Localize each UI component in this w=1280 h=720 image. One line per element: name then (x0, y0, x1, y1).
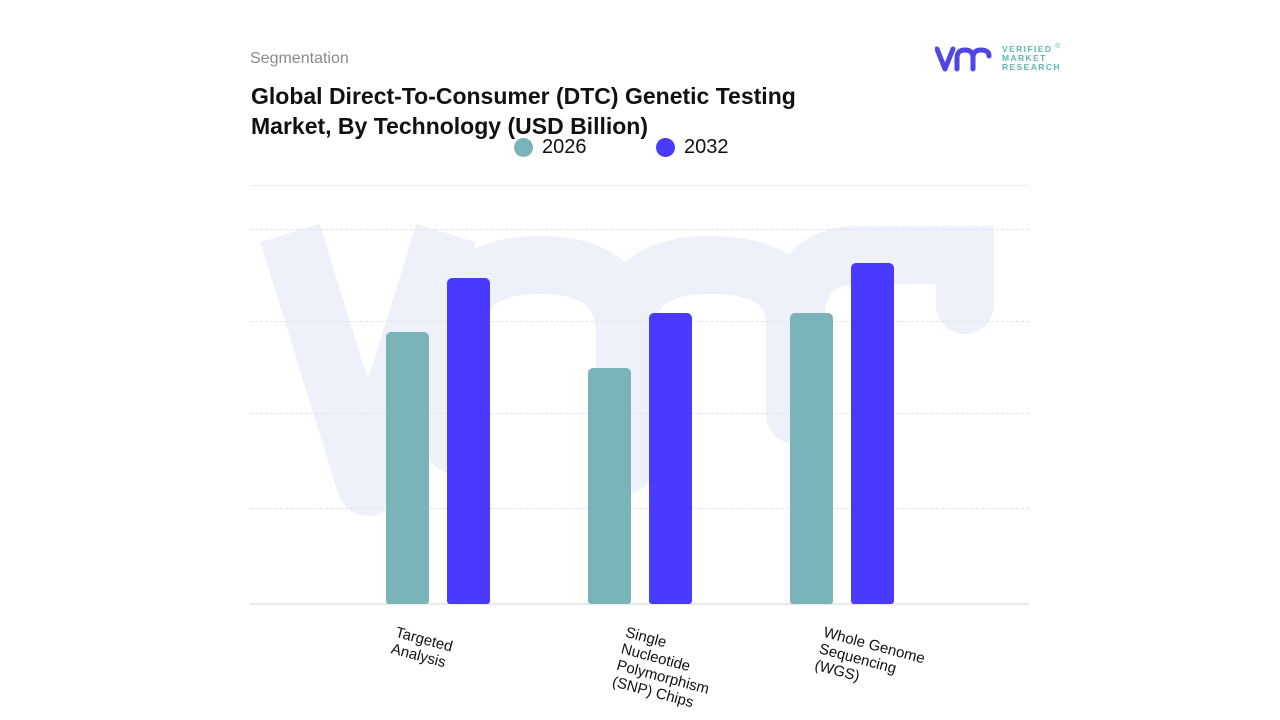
legend-item-2026[interactable]: 2026 (514, 136, 587, 159)
bar-2032-2[interactable] (851, 263, 894, 604)
top-line (250, 185, 1029, 186)
legend: 2026 2032 (0, 136, 1280, 162)
chart-title: Global Direct-To-Consumer (DTC) Genetic … (251, 83, 796, 139)
vmr-watermark-icon (260, 223, 994, 516)
gridline (250, 508, 1029, 509)
legend-dot-2026 (514, 138, 533, 157)
vmr-logo: VERIFIED MARKET RESEARCH ® (935, 43, 1065, 76)
x-axis-baseline (250, 603, 1029, 605)
bar-2032-1[interactable] (649, 313, 692, 604)
legend-dot-2032 (656, 138, 675, 157)
bar-2032-0[interactable] (447, 278, 490, 604)
bar-2026-2[interactable] (790, 313, 833, 604)
logo-line-research: RESEARCH (1002, 62, 1061, 72)
legend-label-2032: 2032 (684, 136, 729, 158)
x-axis-label: Single Nucleotide Polymorphism (SNP) Chi… (610, 624, 711, 712)
legend-item-2032[interactable]: 2032 (656, 136, 729, 159)
vmr-logo-icon (935, 46, 992, 72)
legend-label-2026: 2026 (542, 136, 587, 158)
registered-mark: ® (1055, 43, 1061, 50)
bar-2026-0[interactable] (386, 332, 429, 604)
bar-2026-1[interactable] (588, 368, 631, 604)
segmentation-label: Segmentation (250, 50, 349, 67)
x-axis-label: Targeted Analysis (389, 624, 455, 672)
logo-line-verified: VERIFIED (1002, 44, 1053, 54)
x-axis-label: Whole Genome Sequencing (WGS) (812, 624, 927, 686)
gridline (250, 229, 1029, 230)
gridline (250, 413, 1029, 414)
gridline (250, 321, 1029, 322)
logo-line-market: MARKET (1002, 53, 1047, 63)
plot-area (250, 185, 1029, 605)
